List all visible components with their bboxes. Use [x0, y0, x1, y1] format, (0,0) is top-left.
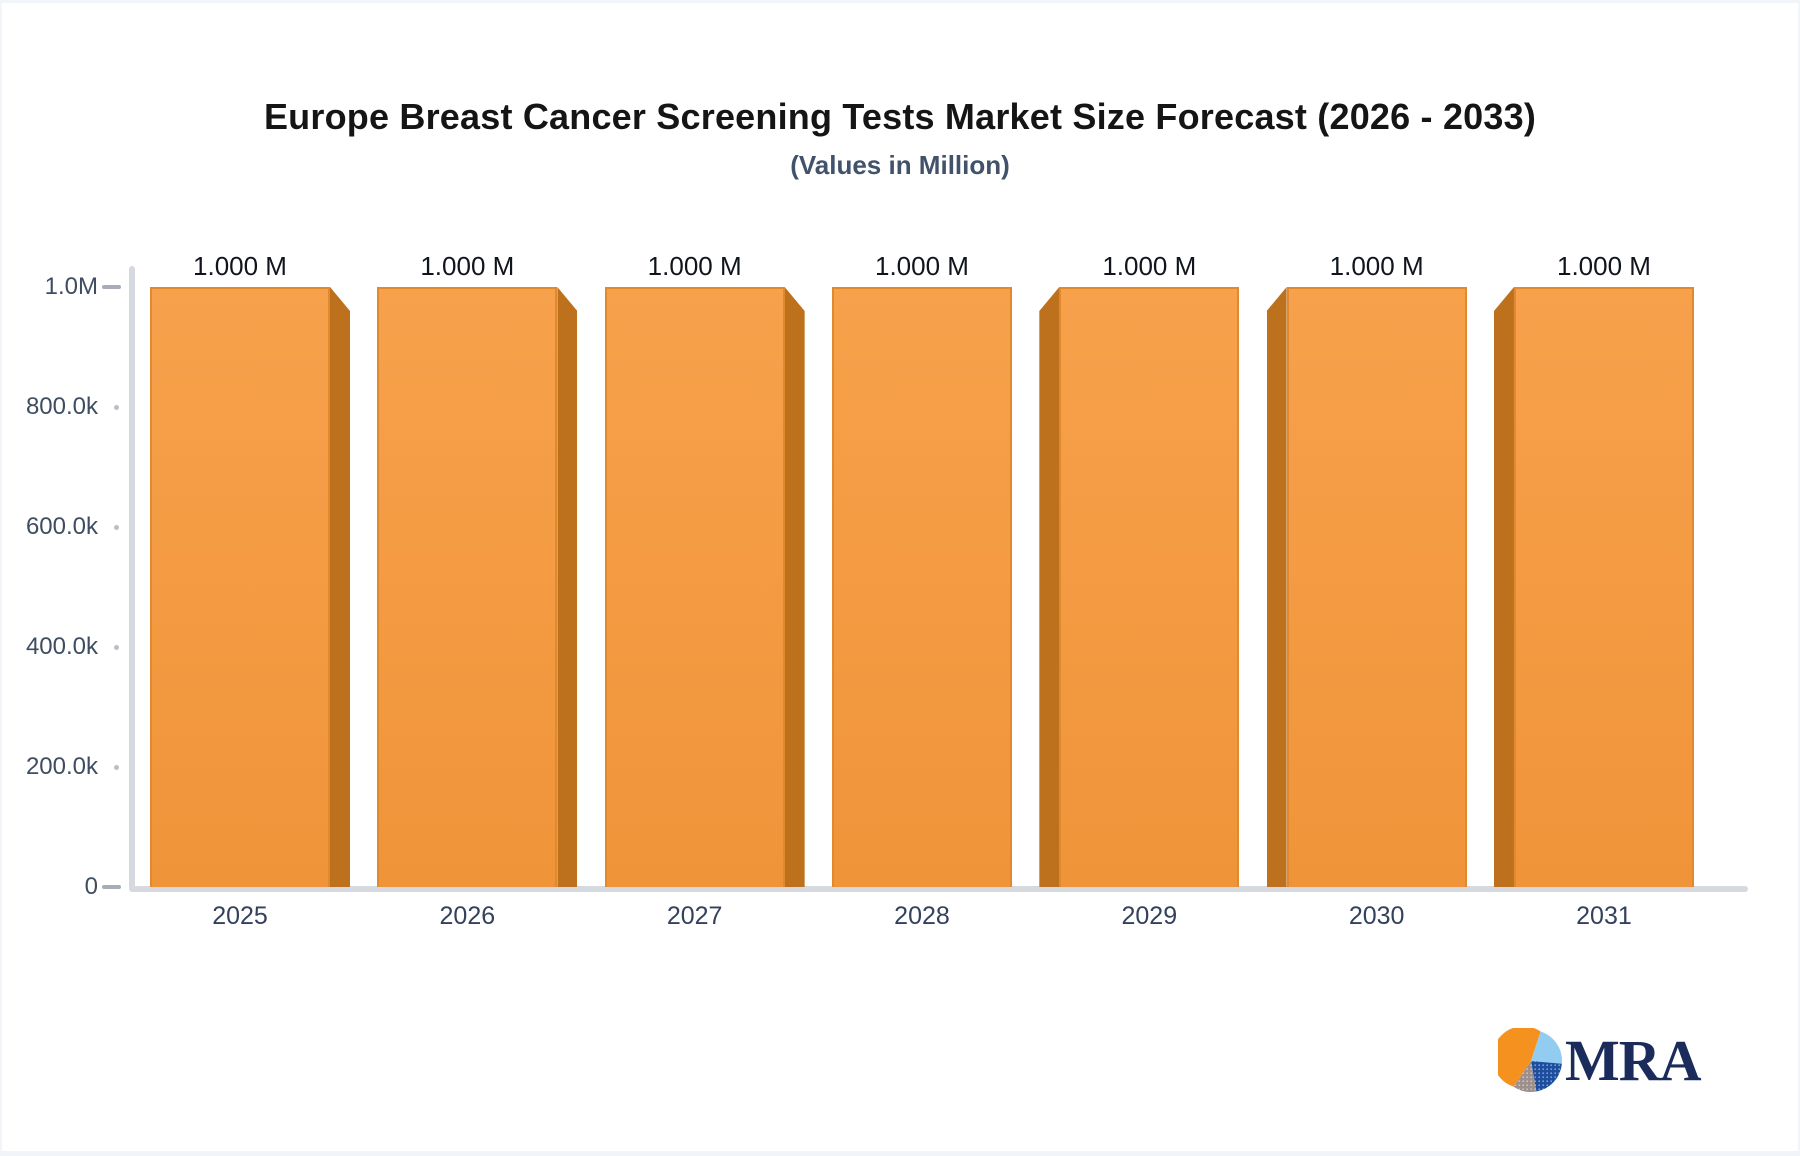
- bar-3d-side: [1493, 287, 1514, 887]
- y-axis-tick-mark: [102, 285, 121, 289]
- y-axis-tick-dot: [114, 645, 119, 650]
- mra-logo-pie-icon: [1498, 1028, 1563, 1092]
- y-axis-tick-label: 0: [84, 873, 98, 900]
- bar-3d-side: [1039, 287, 1060, 887]
- y-axis-tick-label: 400.0k: [25, 633, 98, 660]
- bar-value-label: 1.000 M: [1102, 251, 1197, 281]
- bar-value-label: 1.000 M: [1329, 251, 1424, 281]
- y-axis-tick-dot: [114, 525, 119, 530]
- bar-2027[interactable]: [604, 287, 785, 887]
- x-axis-category-label: 2030: [1348, 902, 1405, 930]
- y-axis-tick-dot: [114, 765, 119, 770]
- x-axis-baseline: [129, 886, 1748, 892]
- bar-2030[interactable]: [1286, 287, 1467, 887]
- bar-value-label: 1.000 M: [875, 251, 969, 281]
- x-axis-category-label: 2031: [1576, 902, 1632, 930]
- bar-value-label: 1.000 M: [1556, 251, 1651, 281]
- chart-title: Europe Breast Cancer Screening Tests Mar…: [263, 96, 1537, 137]
- logo-pie-darkblue-texture: [1531, 1061, 1562, 1092]
- y-axis-tick-mark: [102, 885, 121, 889]
- bar-2026[interactable]: [377, 287, 558, 887]
- bar-3d-side: [1266, 287, 1287, 887]
- bar-2031[interactable]: [1513, 287, 1694, 887]
- y-axis-line: [129, 266, 135, 890]
- y-axis-tick-label: 800.0k: [25, 393, 98, 420]
- y-axis-tick-label: 1.0M: [44, 273, 98, 300]
- x-axis-category-label: 2027: [666, 902, 723, 930]
- bar-2025[interactable]: [150, 287, 330, 887]
- bar-value-label: 1.000 M: [420, 251, 515, 281]
- y-axis-tick-label: 600.0k: [25, 513, 98, 540]
- x-axis-category-label: 2029: [1121, 902, 1178, 930]
- bar-2029[interactable]: [1059, 287, 1240, 887]
- mra-logo-text: MRA: [1565, 1028, 1702, 1093]
- x-axis-category-label: 2028: [894, 902, 950, 930]
- bar-2028[interactable]: [831, 287, 1012, 887]
- chart-subtitle: (Values in Million): [790, 150, 1010, 180]
- y-axis-tick-label: 200.0k: [25, 753, 98, 780]
- logo-pie-gray-texture: [1513, 1061, 1537, 1092]
- logo-pie-lightblue-slice: [1531, 1031, 1563, 1064]
- mra-logo: MRA: [1498, 1026, 1702, 1096]
- bar-3d-side: [784, 287, 805, 887]
- bar-3d-side: [330, 287, 350, 887]
- bar-value-label: 1.000 M: [193, 251, 287, 281]
- y-axis-tick-dot: [114, 405, 119, 410]
- bar-value-label: 1.000 M: [647, 251, 742, 281]
- x-axis-category-label: 2025: [212, 902, 268, 930]
- bar-3d-side: [557, 287, 578, 887]
- logo-pie-orange-slice: [1498, 1028, 1541, 1087]
- x-axis-category-label: 2026: [439, 902, 496, 930]
